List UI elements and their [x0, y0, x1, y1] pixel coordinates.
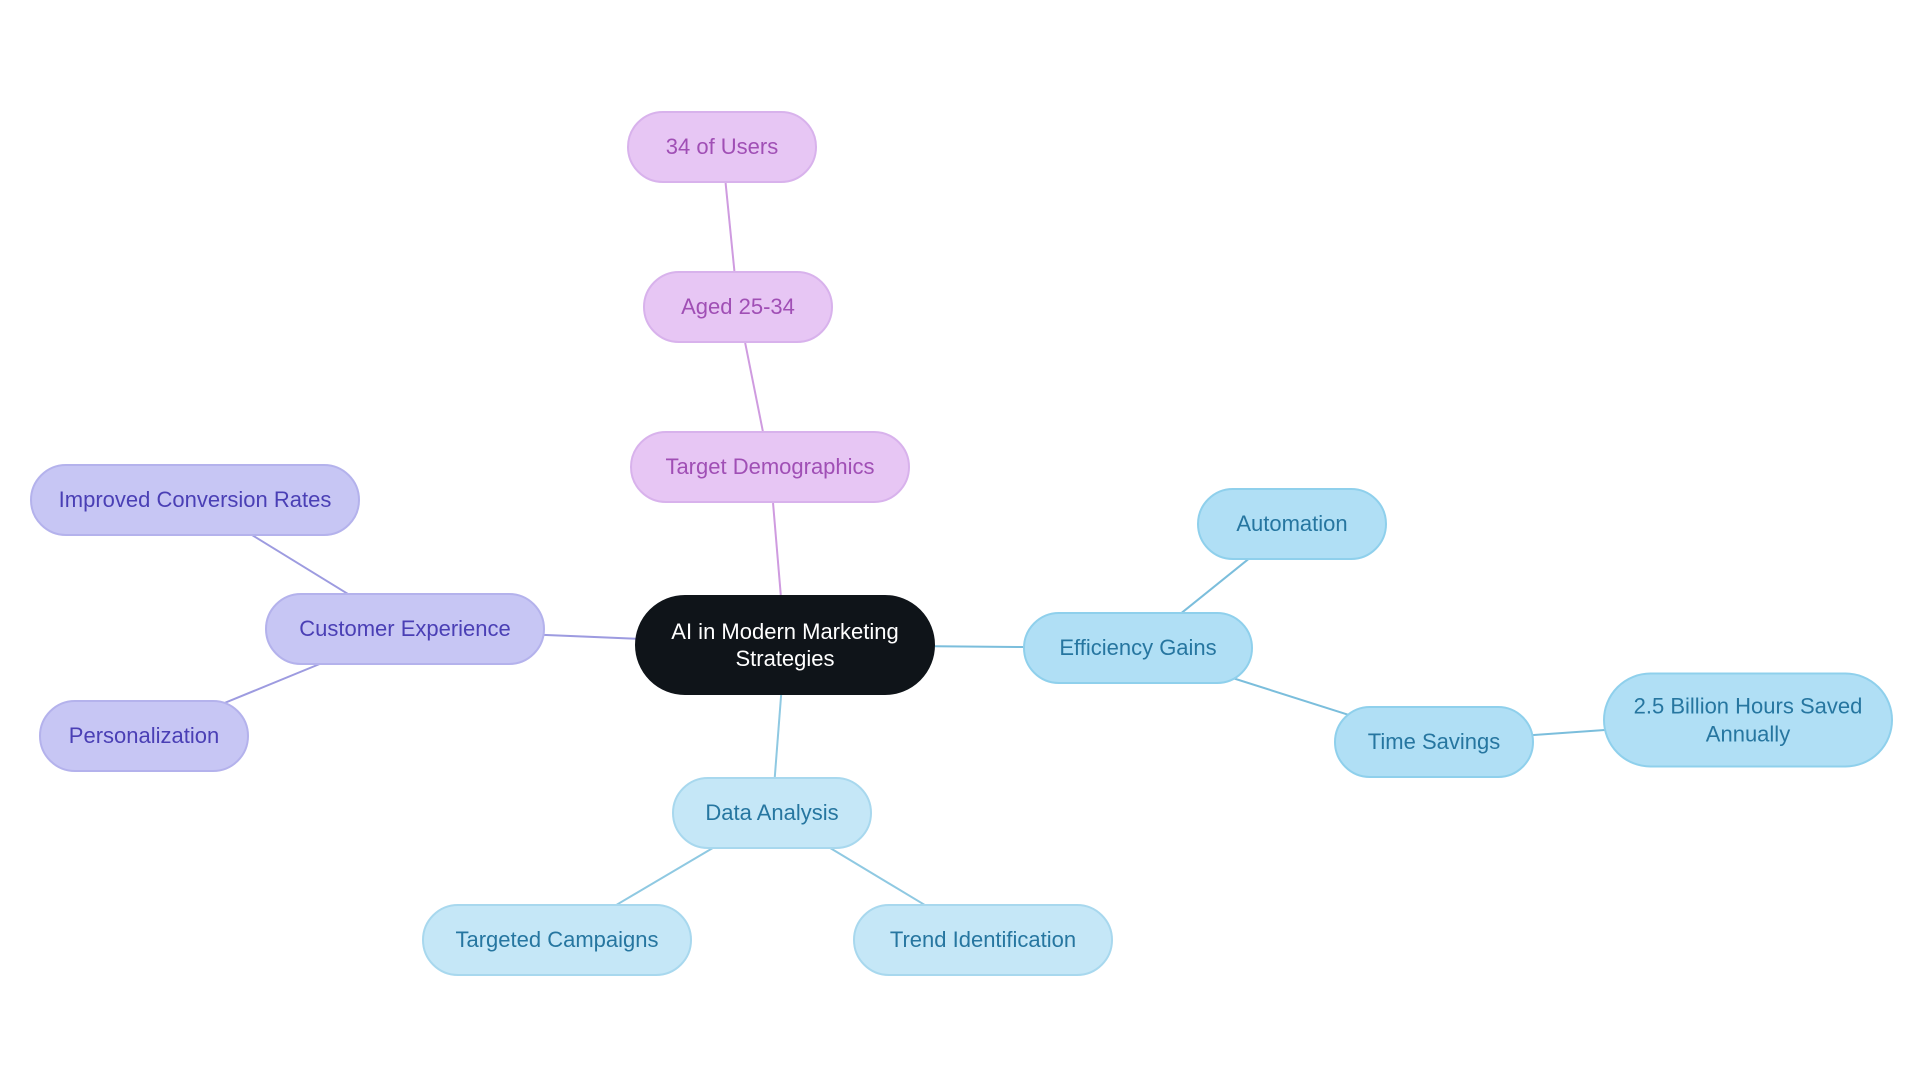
edge [1219, 674, 1359, 719]
node-label: 34 of Users [666, 133, 779, 161]
node-improved_conversion: Improved Conversion Rates [30, 464, 360, 536]
edge [211, 659, 330, 708]
node-label: Data Analysis [705, 799, 838, 827]
node-label: Aged 25-34 [681, 293, 795, 321]
edge [745, 343, 763, 431]
node-label: Targeted Campaigns [455, 926, 658, 954]
mindmap-canvas: AI in Modern MarketingStrategies Customer… [0, 0, 1920, 1083]
node-time_savings: Time Savings [1334, 706, 1534, 778]
node-aged_25_34: Aged 25-34 [643, 271, 833, 343]
node-root: AI in Modern MarketingStrategies [635, 595, 935, 695]
node-targeted_campaigns: Targeted Campaigns [422, 904, 692, 976]
node-personalization: Personalization [39, 700, 249, 772]
node-label: Improved Conversion Rates [59, 486, 332, 514]
node-label: Target Demographics [665, 453, 874, 481]
node-label: Efficiency Gains [1059, 634, 1216, 662]
edge [1180, 557, 1252, 615]
node-trend_identification: Trend Identification [853, 904, 1113, 976]
edge [935, 646, 1023, 647]
node-hours_saved: 2.5 Billion Hours SavedAnnually [1603, 673, 1893, 768]
edge [773, 503, 781, 595]
node-label: Automation [1236, 510, 1347, 538]
node-automation: Automation [1197, 488, 1387, 560]
node-label: Personalization [69, 722, 219, 750]
edge [250, 534, 351, 596]
edge [823, 844, 928, 907]
node-users_34: 34 of Users [627, 111, 817, 183]
node-label: 2.5 Billion Hours SavedAnnually [1634, 693, 1863, 748]
edge [726, 183, 735, 271]
node-data_analysis: Data Analysis [672, 777, 872, 849]
edge [1532, 730, 1606, 735]
node-label: AI in Modern MarketingStrategies [671, 618, 898, 673]
node-target_demographics: Target Demographics [630, 431, 910, 503]
node-efficiency_gains: Efficiency Gains [1023, 612, 1253, 684]
edge [613, 844, 720, 907]
node-label: Time Savings [1368, 728, 1500, 756]
node-customer_experience: Customer Experience [265, 593, 545, 665]
edge [775, 695, 781, 777]
node-label: Customer Experience [299, 615, 511, 643]
edge [543, 635, 636, 639]
node-label: Trend Identification [890, 926, 1076, 954]
